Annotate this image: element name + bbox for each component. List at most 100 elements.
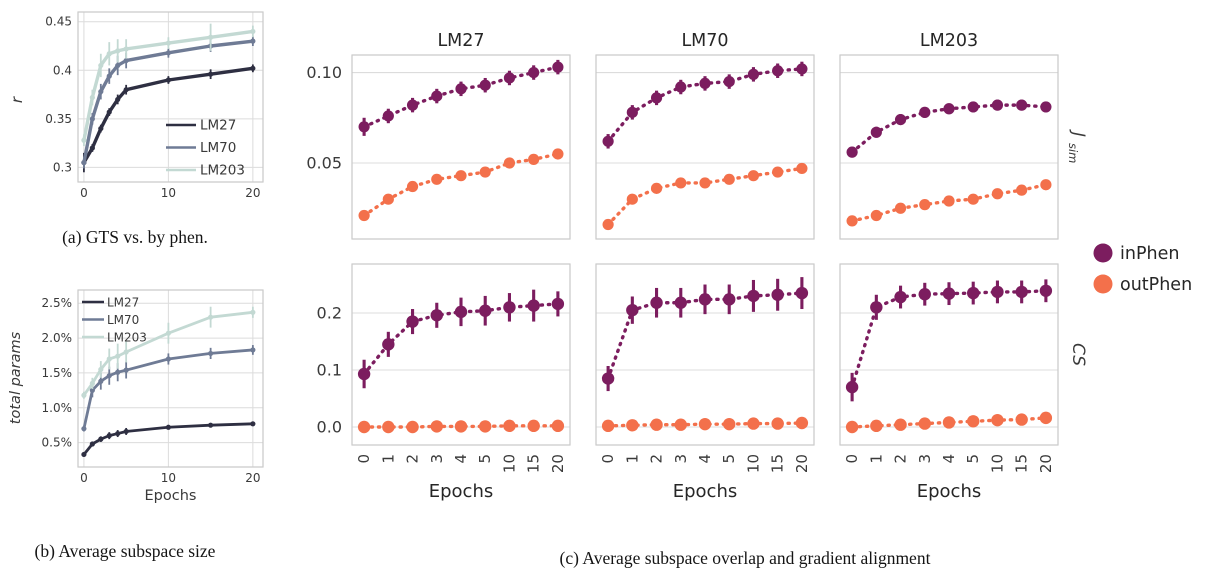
data-point [723, 75, 735, 88]
series-LM70 [81, 36, 256, 169]
data-point [626, 106, 638, 118]
series-outPhen [601, 416, 809, 433]
y-axis-label: total params [8, 331, 24, 424]
data-point [894, 418, 907, 431]
data-point [675, 81, 687, 93]
x-tick-label: 0 [599, 454, 617, 464]
data-point [115, 96, 121, 103]
data-point [601, 372, 615, 385]
data-point [250, 38, 256, 44]
data-point [250, 28, 256, 35]
caption-c: (c) Average subspace overlap and gradien… [559, 548, 931, 568]
data-point [357, 420, 371, 434]
data-point [115, 369, 121, 375]
data-point [503, 72, 516, 84]
data-point [991, 99, 1004, 111]
data-point [165, 330, 171, 336]
data-point [527, 419, 540, 433]
x-tick-label: 4 [940, 454, 958, 464]
y-tick-label: 0.0 [317, 417, 342, 436]
series-LM27 [81, 421, 256, 458]
data-point [98, 125, 104, 132]
series-outPhen [602, 162, 808, 231]
x-tick-label: 10 [161, 471, 176, 485]
data-point [165, 77, 171, 83]
data-point [845, 420, 859, 434]
data-point [967, 415, 980, 428]
y-tick-label: 1.0% [42, 401, 73, 415]
data-point [250, 309, 256, 315]
data-point [250, 421, 256, 427]
x-tick-label: 4 [452, 454, 470, 464]
series-inPhen [846, 99, 1052, 158]
data-point [650, 296, 663, 309]
data-point [165, 40, 171, 46]
data-point [89, 145, 95, 151]
data-point [918, 288, 931, 301]
caption-a: (a) GTS vs. by phen. [62, 227, 208, 247]
data-point [431, 173, 443, 185]
x-axis-label: Epochs [673, 481, 738, 502]
data-point [894, 290, 907, 304]
legend-label: LM70 [200, 140, 236, 156]
data-point [430, 309, 443, 322]
data-point [919, 199, 931, 211]
y-tick-label: 2.5% [42, 296, 73, 310]
data-point [1016, 184, 1028, 196]
data-point [1016, 99, 1028, 111]
data-point [454, 420, 468, 433]
data-point [406, 99, 419, 111]
data-point [358, 121, 370, 133]
x-axis-label: Epochs [145, 488, 197, 504]
y-tick-label: 0.05 [306, 154, 342, 173]
y-tick-label: 0.35 [45, 112, 72, 126]
data-point [772, 166, 784, 178]
data-point [870, 209, 882, 222]
tick-labels: 0.3 0.35 0.4 0.45 0 10 20 [45, 15, 260, 200]
data-point [795, 286, 809, 300]
x-tick-label: 2 [892, 454, 910, 464]
data-point [89, 94, 95, 101]
data-point [115, 48, 121, 54]
axes-frame [351, 54, 571, 240]
data-point [431, 90, 443, 102]
data-point [723, 293, 736, 306]
x-tick-label: 5 [476, 454, 494, 464]
series-outPhen [846, 179, 1052, 227]
data-point [106, 433, 112, 439]
data-point [626, 303, 639, 317]
data-point [870, 419, 883, 433]
data-point [115, 62, 121, 69]
data-point [165, 424, 171, 430]
legend: LM27 LM70 LM203 [166, 118, 245, 179]
data-point [106, 109, 112, 115]
data-point [358, 209, 370, 222]
series-outPhen [845, 411, 1053, 434]
data-point [601, 419, 615, 433]
data-point [870, 126, 882, 138]
x-tick-label: 10 [988, 454, 1006, 473]
data-point [796, 162, 808, 175]
data-point [503, 157, 516, 169]
data-point [382, 193, 394, 205]
x-axis-label: Epochs [429, 481, 494, 502]
x-tick-label: 15 [1013, 454, 1031, 473]
data-point [479, 420, 492, 433]
series-inPhen [357, 289, 565, 389]
data-point [771, 417, 784, 430]
y-tick-label: 0.2 [317, 304, 342, 323]
series-outPhen [358, 148, 564, 222]
series-inPhen [845, 279, 1053, 402]
data-point [747, 68, 760, 80]
data-point [699, 177, 711, 189]
series-inPhen [358, 59, 564, 136]
data-point [115, 430, 121, 437]
data-point [382, 110, 394, 122]
data-point [503, 419, 516, 433]
data-point [919, 106, 931, 118]
data-point [115, 353, 121, 359]
